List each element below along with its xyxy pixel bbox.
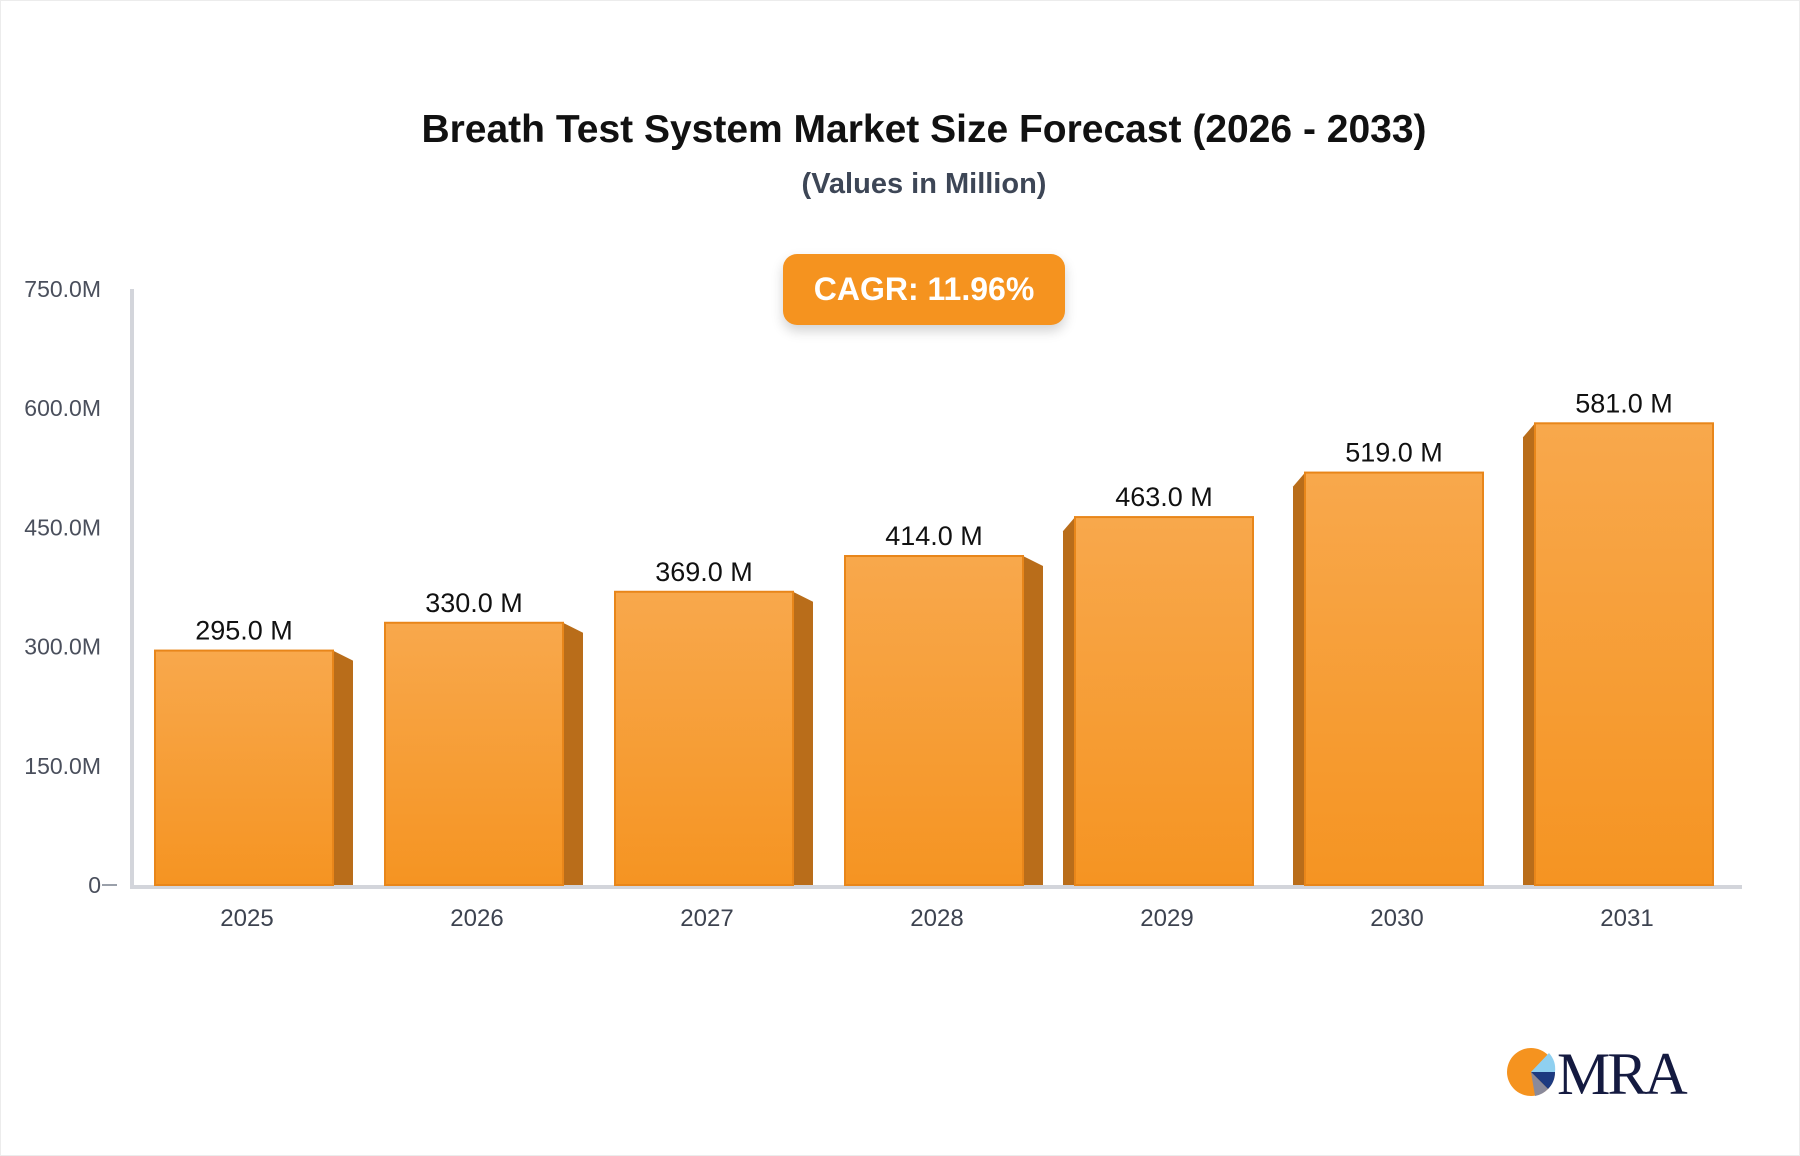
bar-group: 295.0 M 2025 (154, 616, 353, 932)
bar-data-label: 414.0 M (885, 521, 983, 551)
y-tick-label: 450.0M (24, 514, 101, 540)
y-tick-label: 0 (88, 872, 101, 898)
bar-side (333, 650, 353, 885)
bar-group: 581.0 M 2031 (1523, 388, 1714, 932)
bar-data-label: 519.0 M (1345, 438, 1443, 468)
bar-data-label: 463.0 M (1115, 482, 1213, 512)
bar-data-label: 295.0 M (195, 616, 293, 646)
cagr-badge: CAGR: 11.96% (783, 254, 1065, 325)
bar-side (793, 591, 813, 885)
bar-side (1523, 423, 1535, 885)
y-tick-label: 600.0M (24, 395, 101, 421)
x-tick-label: 2025 (220, 905, 273, 932)
x-tick-label: 2026 (450, 905, 503, 932)
chart-subtitle: (Values in Million) (801, 168, 1047, 200)
bar (1534, 422, 1714, 886)
bar-side (1063, 517, 1075, 885)
bar-group: 463.0 M 2029 (1063, 482, 1254, 932)
bar-side (563, 622, 583, 885)
bar-group: 330.0 M 2026 (384, 588, 583, 932)
bar-side (1023, 556, 1043, 885)
x-tick-label: 2029 (1140, 905, 1193, 932)
bar-data-label: 581.0 M (1575, 388, 1673, 418)
y-tick-label: 300.0M (24, 634, 101, 660)
bar (154, 649, 334, 886)
bar-group: 414.0 M 2028 (844, 521, 1043, 932)
x-tick-label: 2027 (680, 905, 733, 932)
bar (614, 590, 794, 886)
x-tick-label: 2030 (1370, 905, 1423, 932)
bar-data-label: 330.0 M (425, 588, 523, 618)
bar (1304, 471, 1484, 886)
svg-text:MRA: MRA (1557, 1041, 1687, 1100)
bar (384, 621, 564, 886)
bar (1074, 516, 1254, 886)
mra-logo: MRA (1507, 1041, 1690, 1100)
x-tick-label: 2031 (1600, 905, 1653, 932)
y-tick-label: 750.0M (24, 276, 101, 302)
bar-side (1293, 472, 1305, 885)
x-tick-label: 2028 (910, 905, 963, 932)
bar-group: 369.0 M 2027 (614, 557, 813, 932)
bar-data-label: 369.0 M (655, 557, 753, 587)
bar (844, 555, 1024, 886)
y-tick-label: 150.0M (24, 753, 101, 779)
chart-title: Breath Test System Market Size Forecast … (421, 108, 1427, 151)
bar-group: 519.0 M 2030 (1293, 438, 1484, 932)
